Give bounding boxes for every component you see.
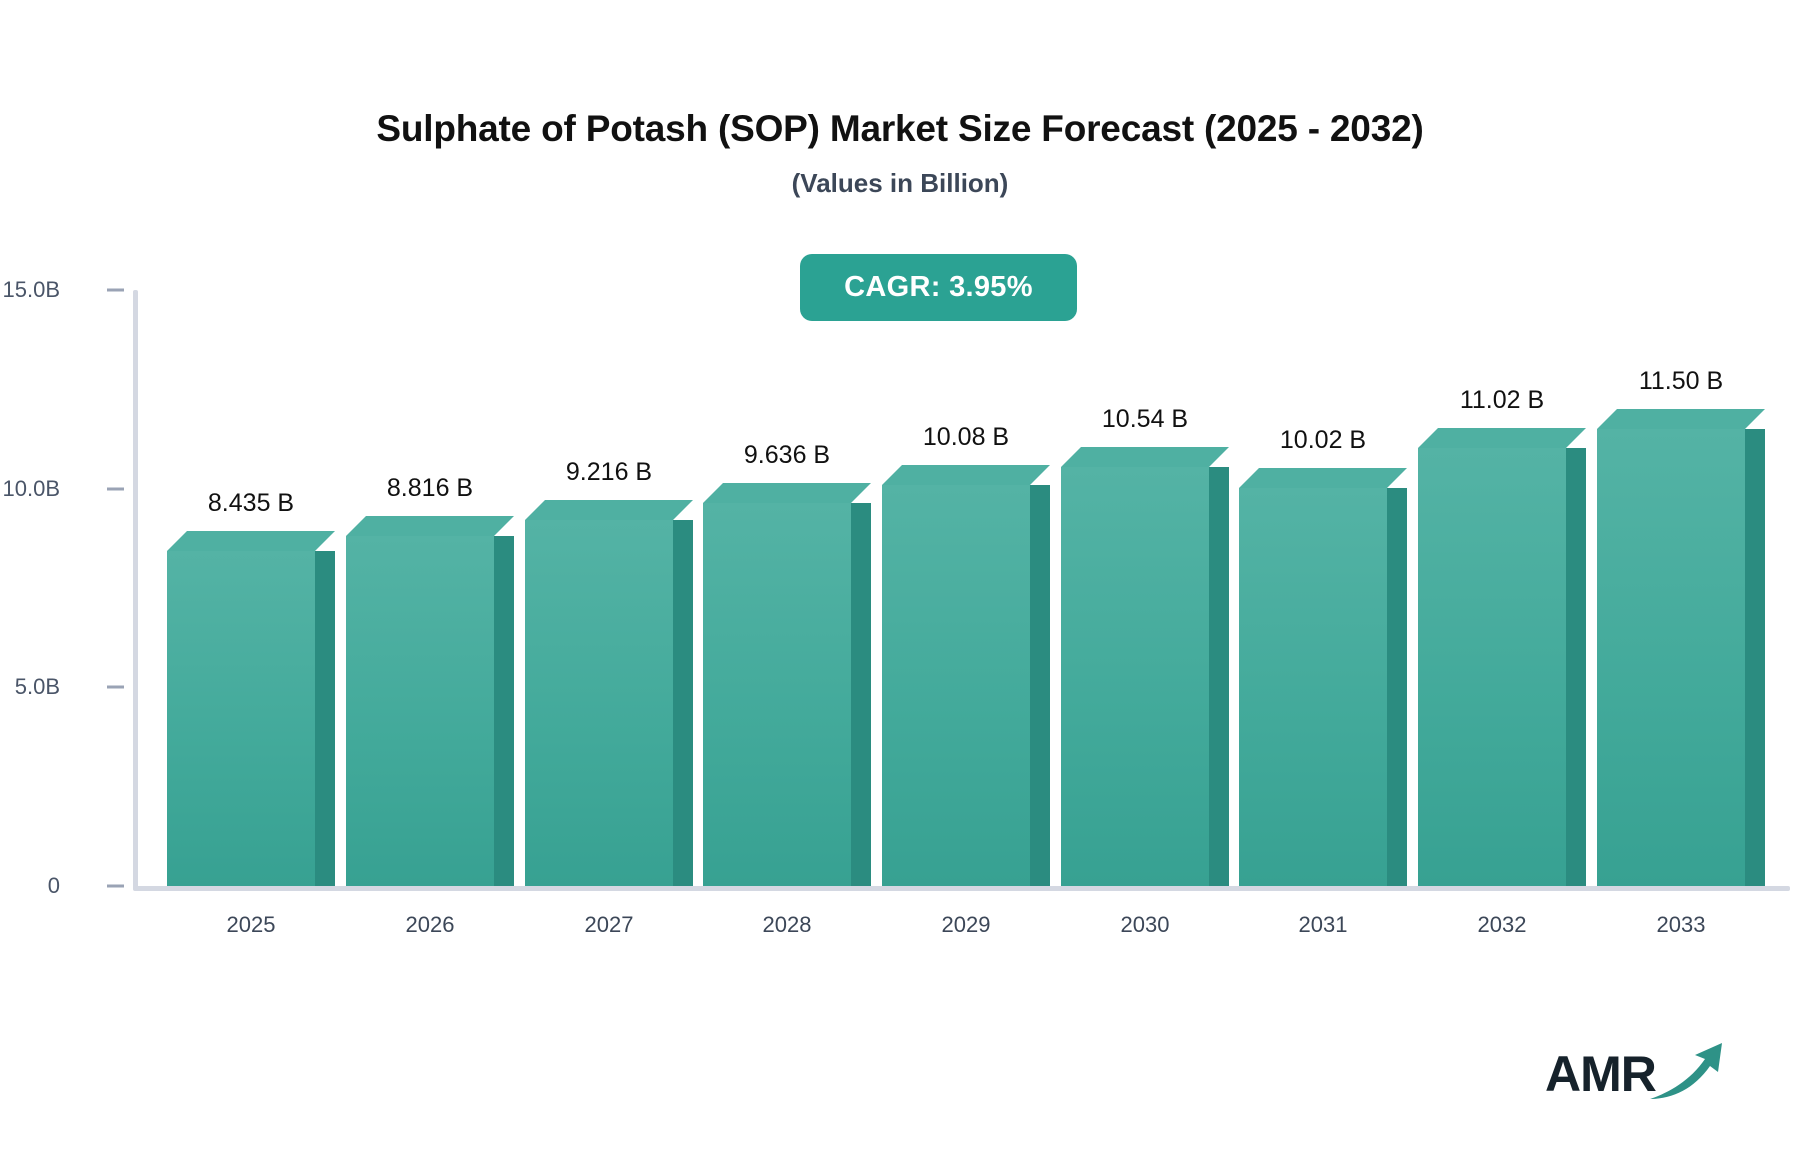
- x-tick-label: 2029: [941, 912, 991, 937]
- bar-front-face: [882, 485, 1030, 886]
- y-axis-line: [133, 290, 138, 890]
- x-tick-label: 2033: [1656, 912, 1706, 937]
- bar-top-face: [346, 516, 514, 536]
- bar-front-face: [703, 503, 851, 886]
- y-tick-mark: [107, 685, 124, 689]
- bar[interactable]: [1597, 409, 1765, 886]
- bar-top-face: [167, 531, 335, 551]
- bar-top-face: [1597, 409, 1765, 429]
- bar-front-face: [1418, 448, 1566, 886]
- bar-value-label: 11.02 B: [1459, 386, 1545, 414]
- bar-value-label: 9.216 B: [565, 458, 653, 486]
- bar-value-label: 9.636 B: [743, 441, 831, 469]
- growth-arrow-icon: [1650, 1043, 1722, 1099]
- x-tick-label: 2028: [762, 912, 812, 937]
- bar-top-face: [1418, 428, 1586, 448]
- bar[interactable]: [167, 531, 335, 886]
- bar-value-label: 8.816 B: [386, 474, 474, 502]
- y-tick-label: 5.0B: [14, 674, 60, 700]
- bar-front-face: [346, 536, 494, 886]
- x-tick-label: 2026: [405, 912, 455, 937]
- cagr-badge-label: CAGR: 3.95%: [844, 271, 1033, 303]
- bar[interactable]: [1418, 428, 1586, 886]
- bar[interactable]: [882, 465, 1050, 886]
- amr-logo-text: AMR: [1545, 1046, 1657, 1102]
- bar-front-face: [525, 520, 673, 886]
- bar-top-face: [703, 483, 871, 503]
- bar-side-face: [315, 551, 335, 886]
- bar-side-face: [494, 536, 514, 886]
- bar[interactable]: [1239, 468, 1407, 886]
- y-tick-label: 0: [47, 873, 60, 898]
- bar[interactable]: [525, 500, 693, 886]
- bar-value-label: 8.435 B: [207, 489, 295, 517]
- x-tick-label: 2027: [584, 912, 634, 937]
- bar-side-face: [1566, 448, 1586, 886]
- bar[interactable]: [346, 516, 514, 886]
- y-tick-label: 10.0B: [2, 475, 61, 501]
- bar-value-label: 10.08 B: [922, 423, 1010, 451]
- y-tick-mark: [107, 884, 124, 888]
- bar-side-face: [673, 520, 693, 886]
- bar-top-face: [525, 500, 693, 520]
- chart-subtitle: (Values in Billion): [791, 168, 1009, 198]
- bar-front-face: [167, 551, 315, 886]
- bar-side-face: [1745, 429, 1765, 886]
- page-title: Sulphate of Potash (SOP) Market Size For…: [376, 108, 1424, 149]
- y-tick-mark: [107, 487, 124, 491]
- bar[interactable]: [703, 483, 871, 886]
- x-tick-label: 2031: [1298, 912, 1348, 937]
- bar[interactable]: [1061, 447, 1229, 886]
- x-axis-line: [133, 886, 1790, 891]
- bar-front-face: [1239, 488, 1387, 886]
- bar-side-face: [1209, 467, 1229, 886]
- bar-side-face: [1030, 485, 1050, 886]
- bar-value-label: 10.54 B: [1101, 405, 1189, 433]
- y-tick-mark: [107, 288, 124, 292]
- bar-value-label: 10.02 B: [1279, 426, 1367, 454]
- y-tick-label: 15.0B: [2, 277, 61, 302]
- amr-logo: AMR: [1545, 1043, 1725, 1115]
- bar-side-face: [851, 503, 871, 886]
- bar-value-label: 11.50 B: [1638, 367, 1724, 395]
- bar-front-face: [1597, 429, 1745, 886]
- bar-top-face: [1061, 447, 1229, 467]
- bar-side-face: [1387, 488, 1407, 886]
- bar-top-face: [882, 465, 1050, 485]
- bar-front-face: [1061, 467, 1209, 886]
- cagr-badge: CAGR: 3.95%: [800, 254, 1077, 321]
- bar-top-face: [1239, 468, 1407, 488]
- x-tick-label: 2032: [1477, 912, 1527, 937]
- x-tick-label: 2030: [1120, 912, 1170, 937]
- x-tick-label: 2025: [226, 912, 276, 937]
